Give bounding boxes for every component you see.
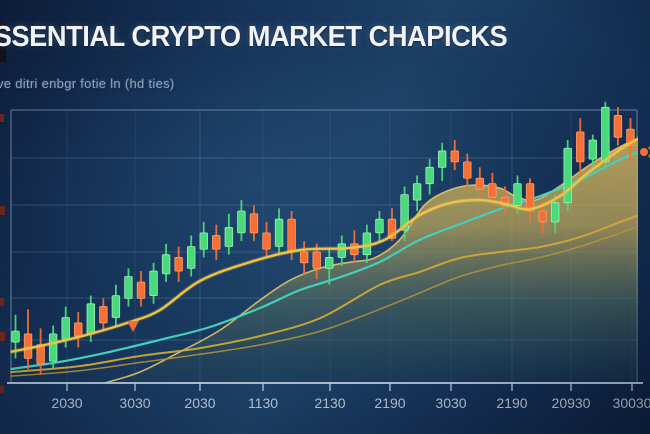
candle-down [74, 312, 83, 348]
candle-down [613, 107, 623, 146]
y-label-fragment [0, 332, 5, 341]
x-tick-label: 30030 [613, 395, 650, 411]
candle-up [224, 213, 234, 255]
area-series [104, 138, 638, 384]
candle-down [576, 118, 585, 173]
x-tick-label: 1130 [248, 395, 278, 411]
y-label-fragment [0, 206, 5, 215]
y-label-fragment [0, 298, 4, 306]
candle-up [563, 140, 572, 212]
candle-up [124, 268, 133, 307]
candle-down [36, 328, 45, 375]
candle-down [23, 309, 33, 370]
candle-down [249, 205, 259, 242]
candle-down [136, 271, 146, 307]
candle-up [412, 175, 422, 212]
x-tick-label: 2190 [374, 395, 405, 411]
page-subtitle: ve ditri enbgr fotie ln (hd ties) [0, 76, 175, 91]
area-fill [104, 139, 638, 383]
x-tick-label: 2030 [184, 395, 215, 411]
candle-down [299, 241, 309, 274]
candle-up [425, 159, 434, 195]
x-axis: 2030 3030 2030 1130 2130 2190 3030 2190 20930 300… [7, 382, 650, 411]
x-tick-label: 3030 [119, 395, 150, 411]
candle-down [212, 224, 221, 261]
y-label-fragment [0, 114, 4, 122]
candle-down [450, 140, 459, 171]
x-tick-label: 2130 [314, 395, 345, 411]
x-tick-label: 3030 [435, 395, 466, 411]
candle-up [274, 208, 284, 255]
down-arrow-marker [127, 321, 139, 332]
candle-down [99, 298, 108, 332]
y-label-fragment [0, 386, 4, 393]
candle-down [463, 153, 472, 190]
candle-up [111, 284, 121, 326]
candle-up [437, 142, 447, 181]
x-tick-label: 20930 [552, 395, 591, 411]
last-price-marker [640, 148, 648, 156]
x-tick-label: 2190 [496, 395, 527, 411]
candle-up [375, 211, 384, 242]
candle-up [186, 235, 196, 277]
page-title: ESSENTIAL CRYPTO MARKET CHAPICKS [0, 21, 508, 53]
candle-up [161, 243, 171, 282]
candle-up [237, 200, 246, 242]
x-tick-label: 2030 [51, 395, 82, 411]
